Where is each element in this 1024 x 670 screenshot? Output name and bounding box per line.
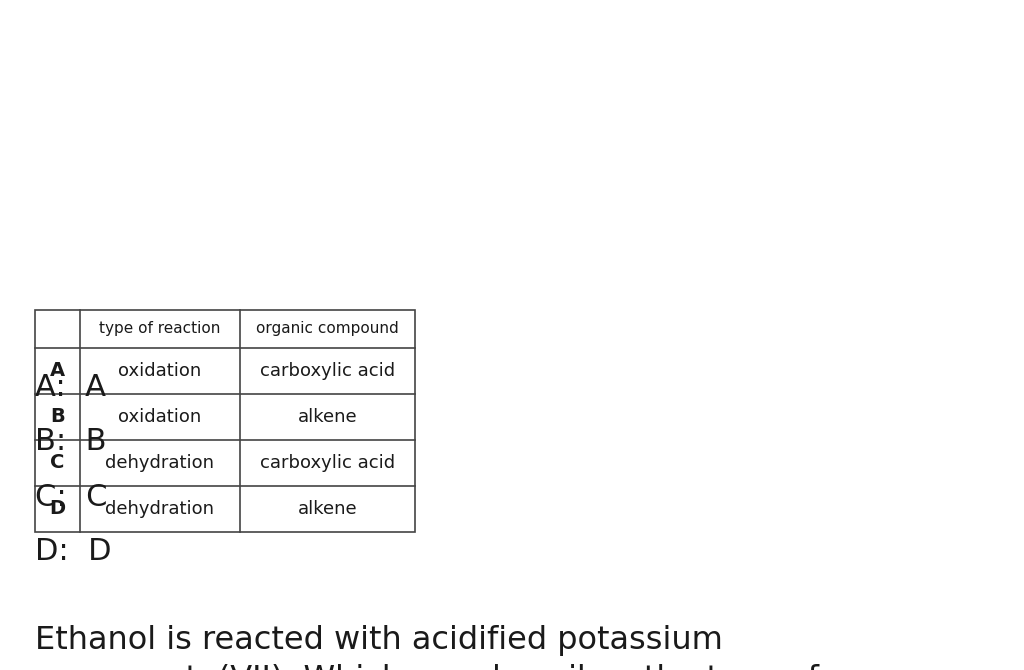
Text: Ethanol is reacted with acidified potassium
manganate(VII). Which row describes : Ethanol is reacted with acidified potass… — [35, 625, 870, 670]
Bar — [35, 310, 415, 532]
Text: C:  C: C: C — [35, 482, 108, 511]
Text: B: B — [50, 407, 65, 427]
Text: A:  A: A: A — [35, 373, 106, 401]
Text: carboxylic acid: carboxylic acid — [260, 362, 395, 380]
Text: C: C — [50, 454, 65, 472]
Text: D:  D: D: D — [35, 537, 112, 567]
Text: D: D — [49, 500, 66, 519]
Text: alkene: alkene — [298, 500, 357, 518]
Text: oxidation: oxidation — [119, 408, 202, 426]
Text: dehydration: dehydration — [105, 454, 214, 472]
Text: alkene: alkene — [298, 408, 357, 426]
Text: B:  B: B: B — [35, 427, 106, 456]
Text: A: A — [50, 362, 66, 381]
Text: dehydration: dehydration — [105, 500, 214, 518]
Text: type of reaction: type of reaction — [99, 322, 221, 336]
Text: carboxylic acid: carboxylic acid — [260, 454, 395, 472]
Text: organic compound: organic compound — [256, 322, 399, 336]
Text: oxidation: oxidation — [119, 362, 202, 380]
